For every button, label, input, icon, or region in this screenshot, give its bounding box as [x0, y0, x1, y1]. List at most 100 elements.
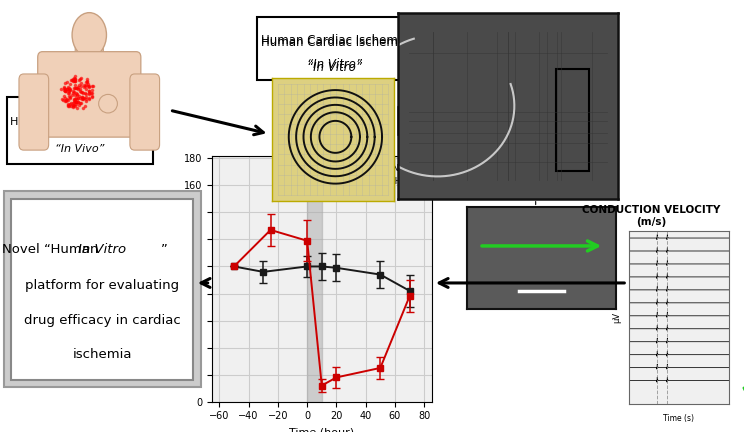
Text: Time (s): Time (s) [664, 414, 694, 423]
Point [73, 82, 85, 89]
Point [77, 89, 89, 96]
Text: Ischemic
period: Ischemic period [295, 114, 334, 151]
Point [69, 97, 81, 104]
Point [69, 102, 81, 109]
Point [67, 102, 79, 108]
FancyBboxPatch shape [257, 17, 413, 80]
Point [71, 85, 83, 92]
Point [75, 88, 87, 95]
Point [80, 79, 92, 86]
Point [74, 75, 86, 82]
Point [68, 74, 80, 81]
Point [83, 84, 94, 91]
Point [64, 81, 76, 88]
Point [68, 99, 80, 106]
Point [59, 87, 71, 94]
Point [63, 90, 75, 97]
Point [76, 95, 88, 102]
Point [79, 90, 91, 97]
Point [66, 91, 78, 98]
Point [69, 76, 81, 83]
Point [60, 88, 72, 95]
Point [62, 102, 74, 109]
Bar [556, 69, 589, 171]
Point [62, 92, 74, 99]
Text: ischemia: ischemia [73, 348, 132, 361]
Point [74, 100, 86, 107]
Point [62, 96, 74, 103]
Point [80, 76, 92, 83]
Point [61, 78, 73, 85]
Point [74, 76, 86, 83]
Point [83, 83, 95, 89]
FancyBboxPatch shape [4, 191, 201, 388]
Point [55, 86, 67, 92]
Point [69, 78, 81, 85]
Point [80, 86, 92, 92]
X-axis label: Time (hour): Time (hour) [289, 427, 354, 432]
Point [65, 101, 77, 108]
Point [82, 83, 94, 89]
Point [68, 97, 80, 104]
Point [58, 86, 70, 93]
Point [58, 83, 70, 90]
Point [63, 94, 75, 101]
Point [60, 98, 71, 105]
Ellipse shape [72, 13, 106, 57]
Point [68, 95, 80, 102]
Point [64, 85, 76, 92]
Point [70, 84, 82, 91]
Point [59, 79, 71, 86]
FancyBboxPatch shape [7, 97, 153, 164]
Point [86, 93, 97, 100]
Point [67, 90, 79, 97]
Point [67, 88, 79, 95]
Point [68, 76, 80, 83]
Point [80, 90, 92, 97]
Ellipse shape [99, 94, 118, 113]
Point [63, 87, 75, 94]
Point [77, 94, 89, 101]
Point [62, 83, 74, 90]
Text: “In Vitro”: “In Vitro” [307, 58, 362, 71]
Text: ”: ” [161, 243, 167, 256]
Legend: CONTROL, ISCHEMIA: CONTROL, ISCHEMIA [353, 160, 427, 190]
Point [74, 79, 86, 86]
Point [71, 98, 83, 105]
Point [70, 90, 82, 97]
Point [71, 92, 83, 98]
Point [63, 102, 75, 109]
Point [68, 89, 80, 96]
Point [68, 102, 80, 109]
Point [80, 82, 92, 89]
Point [69, 92, 81, 98]
Point [69, 77, 81, 84]
Point [68, 84, 80, 91]
Point [57, 96, 69, 103]
Point [58, 92, 70, 99]
Point [73, 101, 85, 108]
Point [65, 99, 77, 106]
Point [65, 77, 77, 84]
Point [69, 84, 81, 91]
Point [73, 92, 85, 99]
Point [68, 78, 80, 85]
Text: Human Cardiac Ischemia: Human Cardiac Ischemia [261, 34, 408, 47]
Bar [307, 156, 322, 402]
Point [67, 75, 79, 82]
Point [70, 99, 82, 106]
Text: Human Cardiac Ischemia: Human Cardiac Ischemia [10, 117, 150, 127]
Point [83, 87, 95, 94]
Point [86, 87, 98, 94]
Point [72, 94, 84, 101]
Point [60, 97, 71, 104]
Point [77, 105, 89, 111]
Point [77, 83, 89, 90]
FancyBboxPatch shape [130, 74, 159, 150]
Point [60, 96, 72, 103]
Point [69, 73, 81, 79]
Point [86, 93, 97, 100]
Point [75, 83, 87, 90]
Point [83, 88, 95, 95]
Point [72, 99, 84, 106]
